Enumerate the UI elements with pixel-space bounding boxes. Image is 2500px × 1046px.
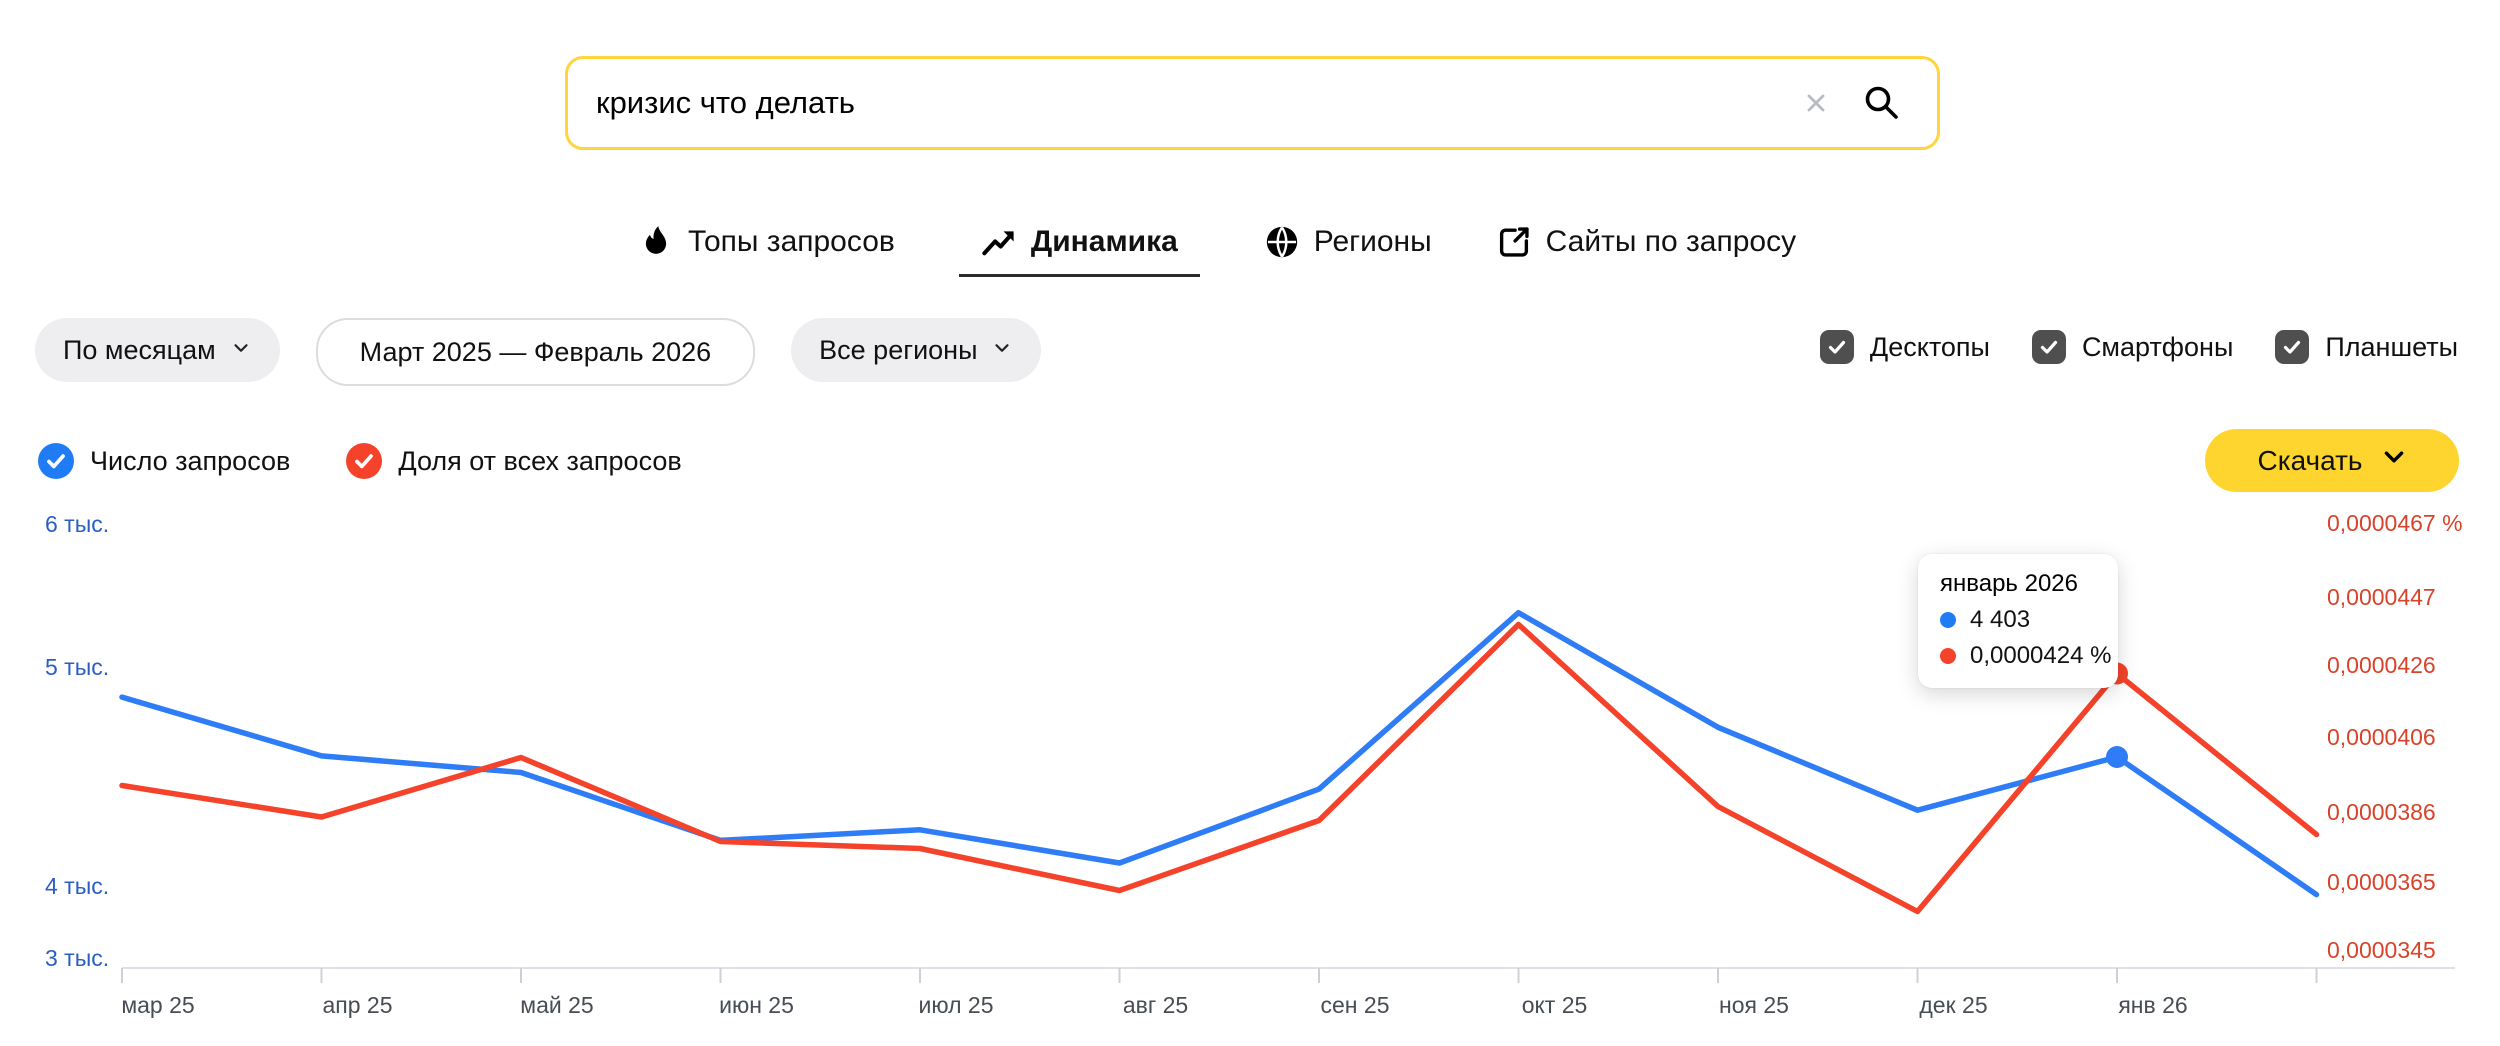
checkbox-label: Планшеты	[2325, 331, 2458, 362]
clear-icon[interactable]	[1801, 88, 1831, 118]
left-axis-label: 4 тыс.	[45, 873, 109, 899]
flame-icon	[638, 224, 674, 260]
device-filter-group: Десктопы Смартфоны Планшеты	[1819, 330, 2458, 364]
date-range-label: Март 2025 — Февраль 2026	[359, 336, 712, 367]
trend-up-icon	[981, 224, 1017, 260]
tab-label: Сайты по запросу	[1545, 225, 1797, 258]
left-axis-label: 6 тыс.	[45, 511, 109, 537]
x-axis-label: июн 25	[719, 992, 794, 1018]
check-circle-red-icon	[346, 443, 383, 479]
x-axis-label: май 25	[520, 992, 593, 1018]
x-axis-label: дек 25	[1919, 992, 1987, 1018]
search-icon[interactable]	[1861, 82, 1903, 124]
legend-label: Число запросов	[90, 445, 291, 476]
check-circle-blue-icon	[38, 443, 74, 479]
right-axis-label: 0,0000447	[2327, 584, 2436, 610]
period-dropdown[interactable]: По месяцам	[35, 318, 280, 382]
download-button[interactable]: Скачать	[2205, 429, 2459, 492]
checkbox-label: Смартфоны	[2081, 331, 2234, 362]
filter-bar: По месяцам Март 2025 — Февраль 2026 Все …	[35, 318, 1042, 386]
external-link-icon	[1496, 224, 1532, 260]
toggle-query-count[interactable]: Число запросов	[38, 443, 290, 479]
right-axis-label: 0,0000345	[2327, 937, 2436, 963]
tab-label: Регионы	[1313, 225, 1432, 258]
search-bar[interactable]: кризис что делать	[565, 56, 1940, 150]
right-axis-label: 0,0000406	[2327, 724, 2436, 750]
x-axis-label: сен 25	[1321, 992, 1390, 1018]
right-axis-label: 0,0000467 %	[2327, 510, 2463, 536]
checkbox-label: Десктопы	[1869, 331, 1990, 362]
tooltip-title: январь 2026	[1940, 570, 2078, 597]
tab-dynamics[interactable]: Динамика	[958, 224, 1200, 277]
checkbox-checked-icon	[2031, 330, 2066, 364]
right-axis-label: 0,0000365	[2327, 869, 2436, 895]
region-label: Все регионы	[819, 334, 978, 365]
series-legend: Число запросов Доля от всех запросов	[38, 443, 682, 479]
date-range-picker[interactable]: Март 2025 — Февраль 2026	[315, 318, 756, 386]
x-axis-label: июл 25	[919, 992, 994, 1018]
tab-sites-by-query[interactable]: Сайты по запросу	[1496, 224, 1796, 277]
tooltip-row-queries: 4 403	[1940, 606, 2098, 634]
checkbox-desktops[interactable]: Десктопы	[1819, 330, 1990, 364]
tab-top-queries[interactable]: Топы запросов	[638, 224, 895, 277]
toggle-query-share[interactable]: Доля от всех запросов	[346, 443, 682, 479]
checkbox-checked-icon	[1819, 330, 1854, 364]
checkbox-tablets[interactable]: Планшеты	[2275, 330, 2458, 364]
tooltip-value: 0,0000424 %	[1970, 642, 2112, 669]
tab-label: Топы запросов	[688, 225, 895, 258]
x-axis-label: ноя 25	[1719, 992, 1789, 1018]
tab-label: Динамика	[1030, 225, 1178, 258]
tab-regions[interactable]: Регионы	[1264, 224, 1432, 277]
tooltip-value: 4 403	[1970, 606, 2031, 633]
chart-tooltip: январь 2026 4 403 0,0000424 %	[1918, 554, 2118, 688]
x-axis-label: янв 26	[2118, 992, 2187, 1018]
highlight-point-blue[interactable]	[2106, 745, 2128, 768]
legend-label: Доля от всех запросов	[398, 445, 682, 476]
region-dropdown[interactable]: Все регионы	[791, 318, 1042, 382]
search-input[interactable]: кризис что делать	[596, 85, 855, 120]
red-dot-icon	[1940, 648, 1956, 664]
globe-icon	[1264, 224, 1300, 260]
chevron-down-icon	[230, 335, 252, 366]
x-axis-label: мар 25	[121, 992, 194, 1018]
tooltip-row-share: 0,0000424 %	[1940, 642, 2111, 670]
blue-dot-icon	[1940, 612, 1956, 628]
chevron-down-icon	[991, 335, 1013, 366]
download-label: Скачать	[2257, 444, 2363, 476]
left-axis-label: 5 тыс.	[45, 654, 109, 680]
chart-line-query-share[interactable]	[119, 621, 2320, 915]
right-axis-label: 0,0000386	[2327, 799, 2436, 825]
x-axis-label: апр 25	[322, 992, 392, 1018]
left-axis-label: 3 тыс.	[45, 945, 109, 971]
x-axis-label: окт 25	[1522, 992, 1588, 1018]
chevron-down-icon	[2381, 444, 2407, 477]
x-axis-label: авг 25	[1123, 992, 1188, 1018]
checkbox-smartphones[interactable]: Смартфоны	[2031, 330, 2234, 364]
period-label: По месяцам	[63, 334, 216, 365]
tab-bar: Топы запросов Динамика Регионы Сайты по …	[638, 224, 1796, 277]
checkbox-checked-icon	[2275, 330, 2310, 364]
right-axis-label: 0,0000426	[2327, 652, 2436, 678]
